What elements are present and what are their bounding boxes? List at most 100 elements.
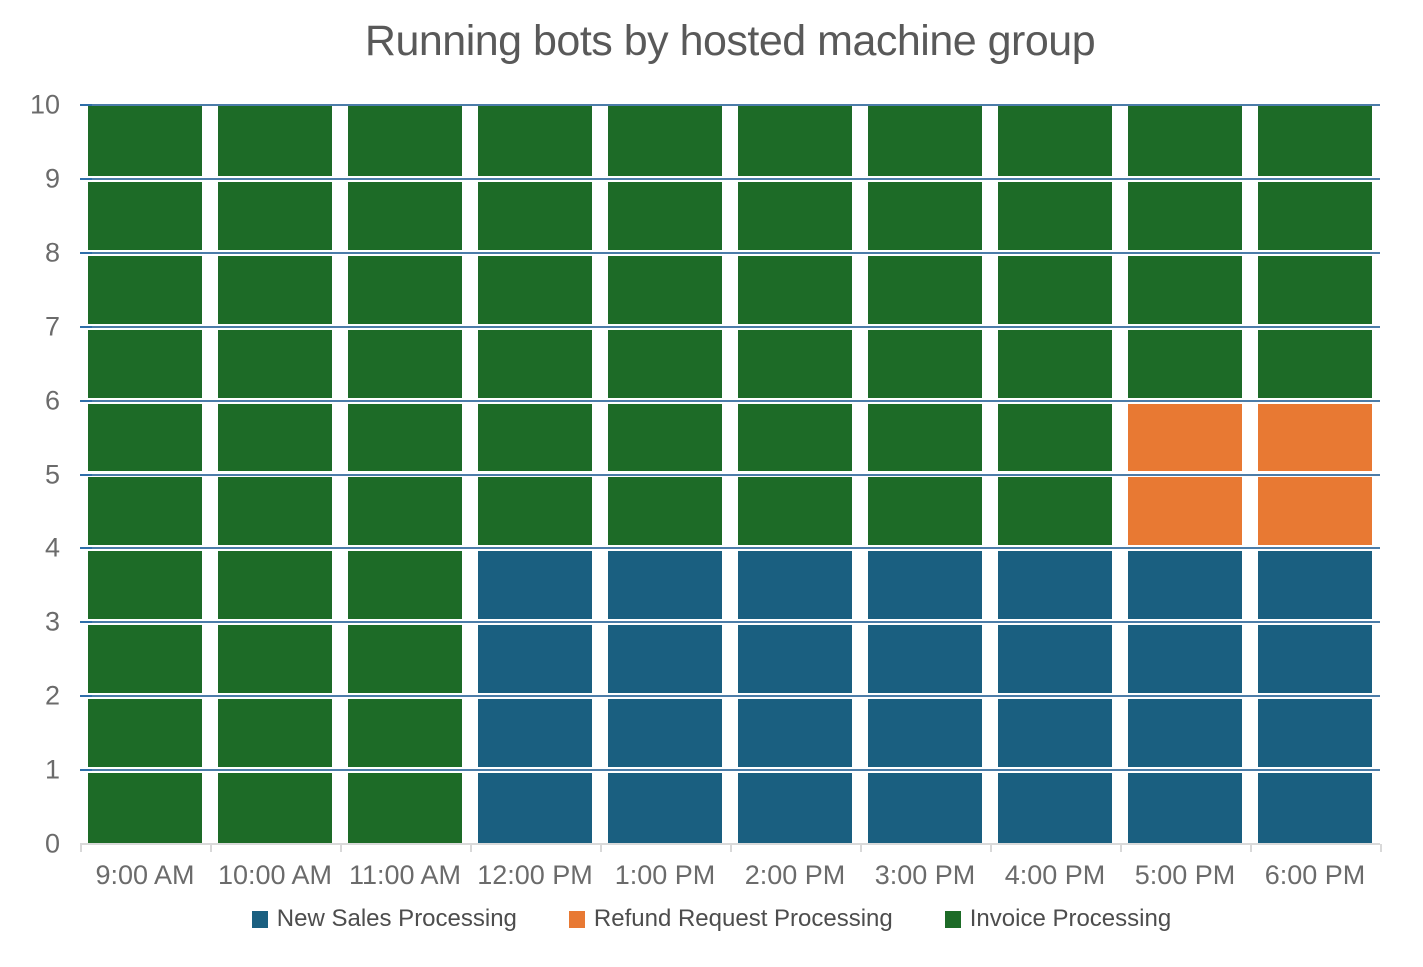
legend-item: Refund Request Processing	[568, 905, 893, 933]
y-axis-tick-label: 1	[44, 754, 60, 785]
bar-unit-cell	[88, 548, 202, 623]
x-axis-tick	[470, 844, 472, 852]
bar-unit-cell	[1258, 696, 1372, 771]
x-axis-tick-label: 6:00 PM	[1264, 860, 1366, 890]
bar-column	[348, 105, 462, 844]
x-axis-tick-label: 4:00 PM	[1004, 860, 1106, 890]
bar-unit-cell	[1128, 770, 1242, 844]
bar-unit-cell	[218, 400, 332, 475]
bar-unit-cell	[998, 622, 1112, 697]
x-axis-tick-label: 10:00 AM	[217, 860, 333, 890]
bar-unit-cell	[348, 326, 462, 401]
gridline	[80, 399, 1380, 402]
bar-unit-cell	[348, 400, 462, 475]
bar-column	[868, 105, 982, 844]
bar-unit-cell	[608, 326, 722, 401]
bar-unit-cell	[1128, 696, 1242, 771]
y-axis-tick-label: 2	[44, 680, 60, 711]
bar-unit-cell	[868, 400, 982, 475]
bar-unit-cell	[88, 105, 202, 179]
x-axis-tick	[1120, 844, 1122, 852]
y-axis-tick-label: 4	[44, 532, 60, 563]
bar-unit-cell	[998, 548, 1112, 623]
y-axis-tick-label: 7	[44, 311, 60, 342]
bar-unit-cell	[738, 696, 852, 771]
bar-unit-cell	[348, 696, 462, 771]
bar-unit-cell	[1258, 622, 1372, 697]
gridline	[80, 251, 1380, 254]
bar-unit-cell	[88, 696, 202, 771]
plot-area	[80, 104, 1382, 852]
x-axis-tick	[1250, 844, 1252, 852]
bar-unit-cell	[998, 178, 1112, 253]
bar-unit-cell	[868, 548, 982, 623]
legend-item: Invoice Processing	[944, 905, 1172, 933]
bar-unit-cell	[348, 252, 462, 327]
legend: New Sales Processing Refund Request Proce…	[0, 905, 1423, 933]
bar-unit-cell	[478, 622, 592, 697]
bar-unit-cell	[738, 770, 852, 844]
bar-unit-cell	[608, 622, 722, 697]
bar-unit-cell	[1128, 474, 1242, 549]
bar-unit-cell	[478, 474, 592, 549]
y-axis-tick-label: 9	[44, 163, 60, 194]
bar-unit-cell	[478, 696, 592, 771]
bar-unit-cell	[738, 548, 852, 623]
bar-unit-cell	[998, 400, 1112, 475]
legend-label: New Sales Processing	[276, 905, 517, 932]
bar-unit-cell	[1258, 400, 1372, 475]
bar-unit-cell	[1258, 105, 1372, 179]
y-axis-tick-label: 8	[44, 237, 60, 268]
bar-unit-cell	[218, 326, 332, 401]
y-axis-tick-label: 10	[29, 89, 60, 120]
bar-unit-cell	[1258, 252, 1372, 327]
x-axis-tick	[340, 844, 342, 852]
bar-unit-cell	[998, 105, 1112, 179]
bar-unit-cell	[608, 178, 722, 253]
bar-column	[478, 105, 592, 844]
bar-unit-cell	[998, 770, 1112, 844]
x-axis-tick	[210, 844, 212, 852]
y-axis-tick-label: 0	[44, 828, 60, 859]
x-axis-tick-label: 11:00 AM	[348, 860, 462, 890]
bar-unit-cell	[88, 252, 202, 327]
bar-unit-cell	[478, 178, 592, 253]
chart-title: Running bots by hosted machine group	[364, 17, 1096, 65]
bar-column	[998, 105, 1112, 844]
bar-unit-cell	[1258, 548, 1372, 623]
bar-column	[1258, 105, 1372, 844]
gridline	[80, 547, 1380, 550]
bar-unit-cell	[868, 622, 982, 697]
bar-unit-cell	[738, 105, 852, 179]
bar-unit-cell	[218, 622, 332, 697]
gridline	[80, 473, 1380, 476]
bar-unit-cell	[738, 178, 852, 253]
x-axis-tick-label: 2:00 PM	[744, 860, 846, 890]
bar-unit-cell	[998, 696, 1112, 771]
bar-unit-cell	[608, 252, 722, 327]
bar-unit-cell	[1128, 252, 1242, 327]
bar-unit-cell	[478, 400, 592, 475]
gridline	[80, 621, 1380, 624]
bar-unit-cell	[1258, 770, 1372, 844]
y-axis: 0 1 2 3 4 5 6 7 8 9 10	[0, 90, 68, 859]
x-axis-tick	[80, 844, 82, 852]
bar-unit-cell	[1128, 548, 1242, 623]
bar-unit-cell	[1128, 400, 1242, 475]
x-axis: 9:00 AM 10:00 AM 11:00 AM 12:00 PM 1:00 PM 2:…	[80, 860, 1380, 891]
bar-unit-cell	[478, 326, 592, 401]
x-axis-tick-label: 3:00 PM	[874, 860, 976, 890]
bar-unit-cell	[738, 326, 852, 401]
legend-label: Invoice Processing	[969, 905, 1172, 932]
x-axis-tick	[600, 844, 602, 852]
bar-unit-cell	[218, 252, 332, 327]
bar-unit-cell	[478, 770, 592, 844]
bar-unit-cell	[1128, 622, 1242, 697]
x-axis-tick	[990, 844, 992, 852]
legend-marker-icon	[944, 910, 961, 928]
bar-unit-cell	[998, 474, 1112, 549]
bar-unit-cell	[1128, 178, 1242, 253]
bar-unit-cell	[608, 474, 722, 549]
bar-column	[608, 105, 722, 844]
